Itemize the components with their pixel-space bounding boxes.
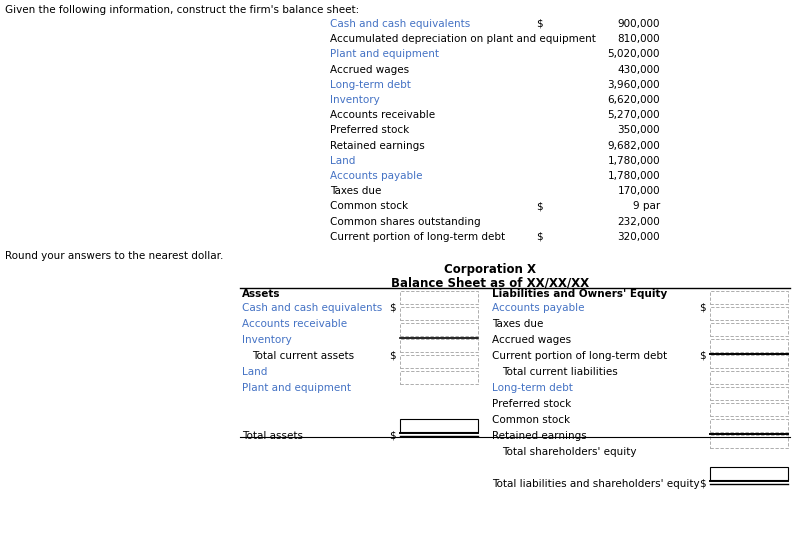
FancyBboxPatch shape (710, 339, 788, 352)
Text: 5,020,000: 5,020,000 (607, 49, 660, 60)
Text: 810,000: 810,000 (618, 34, 660, 44)
Text: Accounts payable: Accounts payable (492, 303, 585, 313)
Text: Inventory: Inventory (242, 335, 292, 345)
Text: $: $ (389, 351, 396, 361)
FancyBboxPatch shape (710, 435, 788, 448)
Text: Common stock: Common stock (330, 201, 408, 212)
FancyBboxPatch shape (710, 323, 788, 336)
Text: 170,000: 170,000 (618, 186, 660, 196)
Text: $: $ (536, 19, 543, 29)
Text: 232,000: 232,000 (618, 216, 660, 227)
Text: Accrued wages: Accrued wages (492, 335, 571, 345)
Text: Long-term debt: Long-term debt (330, 80, 411, 90)
Text: Given the following information, construct the firm's balance sheet:: Given the following information, constru… (5, 5, 360, 15)
Text: Preferred stock: Preferred stock (330, 126, 409, 135)
Text: Preferred stock: Preferred stock (492, 399, 571, 409)
Text: Taxes due: Taxes due (492, 319, 543, 329)
Text: $: $ (389, 303, 396, 313)
Text: $: $ (536, 232, 543, 242)
Text: $: $ (389, 431, 396, 441)
Text: Total shareholders' equity: Total shareholders' equity (502, 447, 637, 457)
Text: 1,780,000: 1,780,000 (607, 156, 660, 166)
Text: Accounts payable: Accounts payable (330, 171, 423, 181)
Text: Taxes due: Taxes due (330, 186, 381, 196)
Text: Inventory: Inventory (330, 95, 380, 105)
Text: Total assets: Total assets (242, 431, 303, 441)
Bar (710, 467, 788, 480)
Text: Common shares outstanding: Common shares outstanding (330, 216, 481, 227)
FancyBboxPatch shape (710, 419, 788, 432)
Text: 5,270,000: 5,270,000 (607, 110, 660, 120)
Text: $: $ (536, 201, 543, 212)
Text: 1,780,000: 1,780,000 (607, 171, 660, 181)
Text: Assets: Assets (242, 289, 280, 299)
Bar (400, 419, 478, 432)
Text: Common stock: Common stock (492, 415, 570, 425)
Text: Land: Land (242, 367, 268, 377)
FancyBboxPatch shape (400, 355, 478, 368)
Text: Current portion of long-term debt: Current portion of long-term debt (330, 232, 505, 242)
FancyBboxPatch shape (400, 291, 478, 304)
Text: Accrued wages: Accrued wages (330, 64, 409, 75)
Text: 320,000: 320,000 (618, 232, 660, 242)
Text: Corporation X: Corporation X (444, 263, 536, 276)
Text: $: $ (699, 479, 706, 489)
FancyBboxPatch shape (710, 355, 788, 368)
FancyBboxPatch shape (400, 323, 478, 336)
Text: Retained earnings: Retained earnings (330, 141, 425, 150)
FancyBboxPatch shape (710, 387, 788, 400)
Text: $: $ (699, 351, 706, 361)
Text: Accounts receivable: Accounts receivable (242, 319, 347, 329)
FancyBboxPatch shape (710, 307, 788, 320)
Text: Accounts receivable: Accounts receivable (330, 110, 435, 120)
FancyBboxPatch shape (710, 291, 788, 304)
Text: Balance Sheet as of XX/XX/XX: Balance Sheet as of XX/XX/XX (391, 276, 589, 289)
Text: $: $ (699, 303, 706, 313)
FancyBboxPatch shape (400, 339, 478, 352)
Text: Long-term debt: Long-term debt (492, 383, 573, 393)
FancyBboxPatch shape (710, 403, 788, 416)
Text: 9 par: 9 par (633, 201, 660, 212)
Text: Plant and equipment: Plant and equipment (242, 383, 351, 393)
Text: Land: Land (330, 156, 356, 166)
Text: 9,682,000: 9,682,000 (607, 141, 660, 150)
Text: 3,960,000: 3,960,000 (607, 80, 660, 90)
Text: Liabilities and Owners' Equity: Liabilities and Owners' Equity (492, 289, 667, 299)
Text: Total current liabilities: Total current liabilities (502, 367, 618, 377)
Text: Current portion of long-term debt: Current portion of long-term debt (492, 351, 667, 361)
Text: Plant and equipment: Plant and equipment (330, 49, 439, 60)
Text: Retained earnings: Retained earnings (492, 431, 586, 441)
Text: 900,000: 900,000 (618, 19, 660, 29)
Text: Accumulated depreciation on plant and equipment: Accumulated depreciation on plant and eq… (330, 34, 596, 44)
Text: Total liabilities and shareholders' equity: Total liabilities and shareholders' equi… (492, 479, 700, 489)
Text: Round your answers to the nearest dollar.: Round your answers to the nearest dollar… (5, 251, 224, 261)
Text: Cash and cash equivalents: Cash and cash equivalents (330, 19, 471, 29)
Text: 430,000: 430,000 (618, 64, 660, 75)
Text: 6,620,000: 6,620,000 (607, 95, 660, 105)
Text: 350,000: 350,000 (618, 126, 660, 135)
Text: Total current assets: Total current assets (252, 351, 354, 361)
FancyBboxPatch shape (400, 307, 478, 320)
FancyBboxPatch shape (400, 371, 478, 384)
Text: Cash and cash equivalents: Cash and cash equivalents (242, 303, 382, 313)
FancyBboxPatch shape (710, 371, 788, 384)
